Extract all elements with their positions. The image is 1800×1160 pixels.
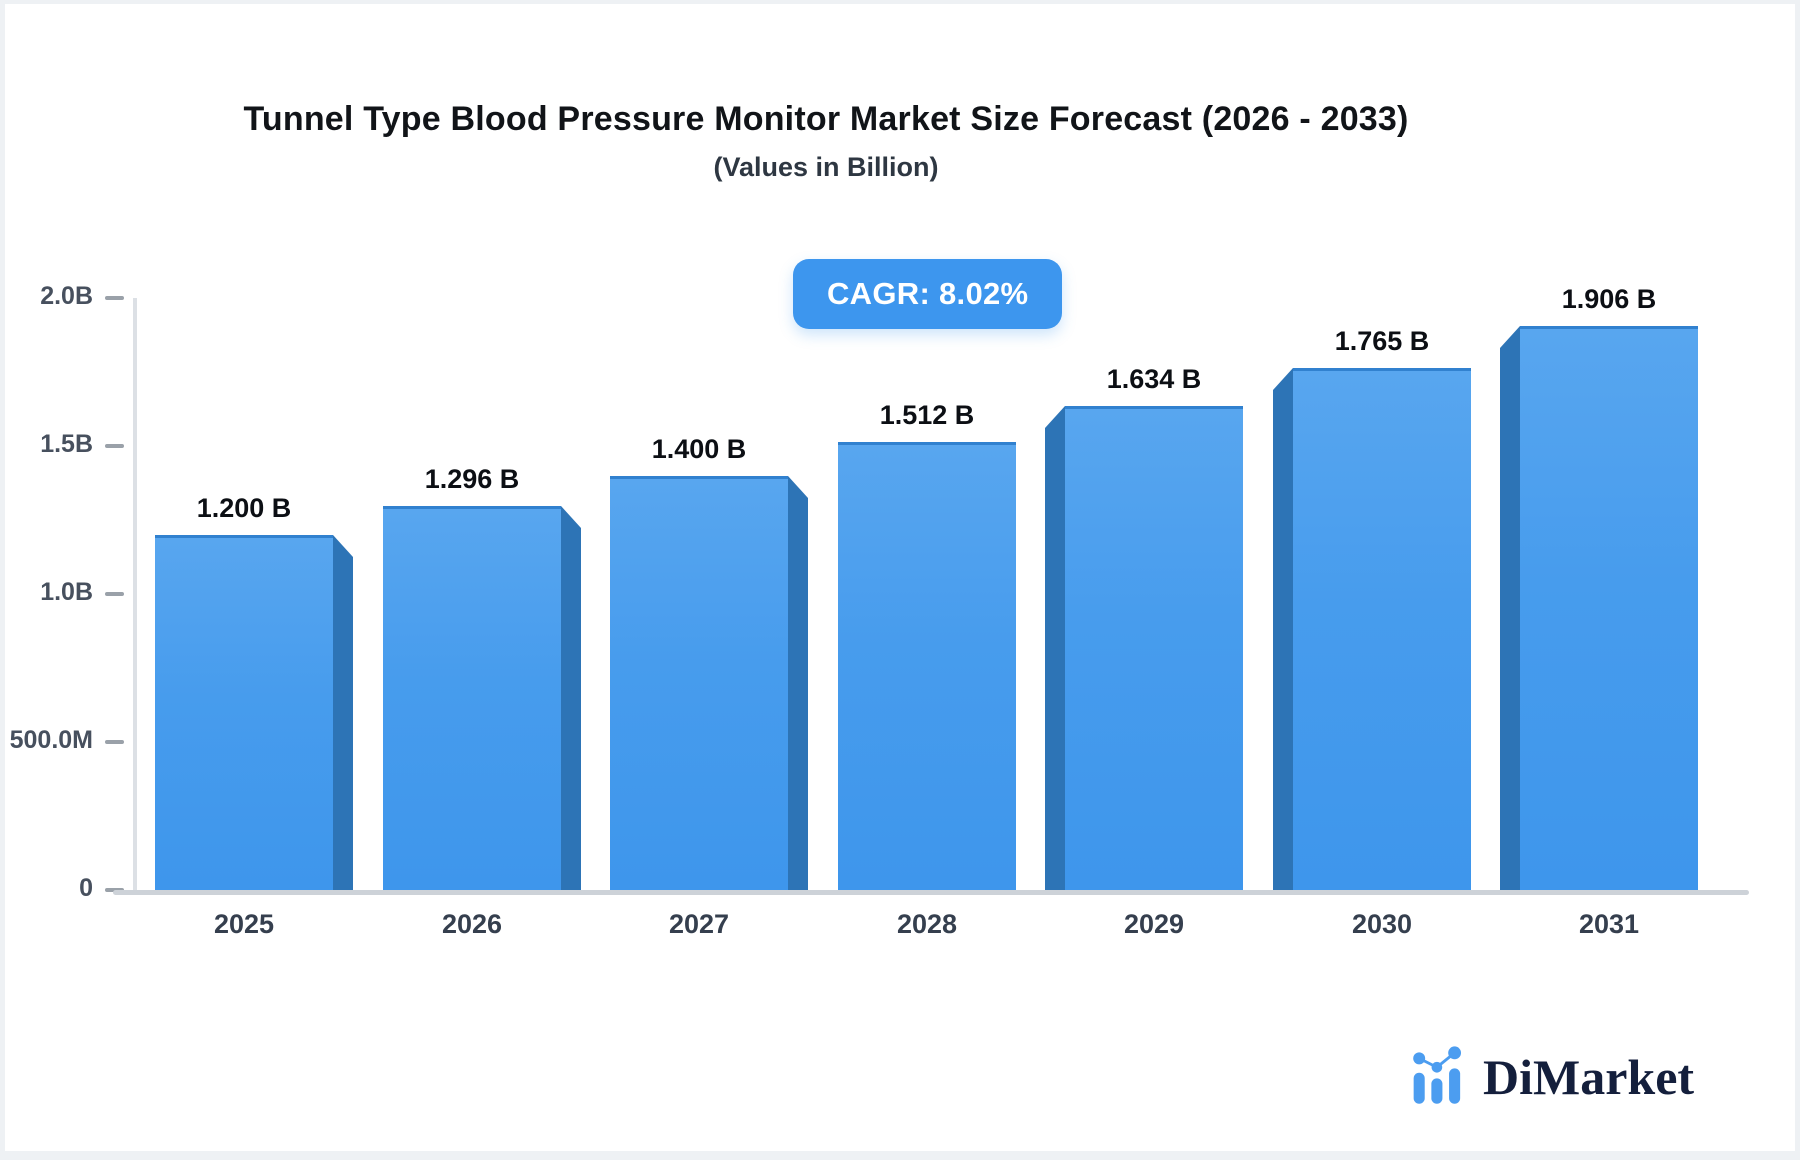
bar-side-face-2025 — [333, 535, 353, 890]
y-tick-mark — [105, 296, 124, 300]
bar-value-label-2030: 1.765 B — [1263, 324, 1501, 358]
x-tick-label-2030: 2030 — [1263, 906, 1501, 942]
y-tick-label-1.5B: 1.5B — [5, 429, 93, 459]
y-tick-label-500.0M: 500.0M — [5, 725, 93, 755]
bar-chart-logo-icon — [1407, 1044, 1469, 1106]
bar-2027 — [610, 476, 788, 890]
bar-value-label-2029: 1.634 B — [1035, 362, 1273, 396]
x-tick-label-2026: 2026 — [353, 906, 591, 942]
x-tick-label-2031: 2031 — [1490, 906, 1728, 942]
x-axis-line — [113, 890, 1749, 895]
x-tick-label-2029: 2029 — [1035, 906, 1273, 942]
bar-side-face-2026 — [561, 506, 581, 890]
bar-2026 — [383, 506, 561, 890]
y-tick-label-2.0B: 2.0B — [5, 281, 93, 311]
y-axis-line — [133, 298, 137, 890]
bar-2030 — [1293, 368, 1471, 890]
bar-value-label-2025: 1.200 B — [125, 491, 363, 525]
chart-card: Tunnel Type Blood Pressure Monitor Marke… — [5, 4, 1795, 1151]
y-tick-mark — [105, 444, 124, 448]
bar-side-face-2027 — [788, 476, 808, 890]
bar-value-label-2027: 1.400 B — [580, 432, 818, 466]
bar-value-label-2031: 1.906 B — [1490, 282, 1728, 316]
bar-2029 — [1065, 406, 1243, 890]
brand-name: DiMarket — [1483, 1048, 1694, 1106]
bar-side-face-2030 — [1273, 368, 1293, 890]
bar-2031 — [1520, 326, 1698, 890]
x-tick-label-2028: 2028 — [808, 906, 1046, 942]
bar-side-face-2029 — [1045, 406, 1065, 890]
bar-value-label-2026: 1.296 B — [353, 462, 591, 496]
bar-value-label-2028: 1.512 B — [808, 398, 1046, 432]
brand-logo: DiMarket — [1407, 1044, 1694, 1106]
y-tick-mark — [105, 740, 124, 744]
bar-2025 — [155, 535, 333, 890]
y-tick-label-0: 0 — [5, 873, 93, 903]
y-tick-mark — [105, 592, 124, 596]
x-tick-label-2025: 2025 — [125, 906, 363, 942]
y-tick-label-1.0B: 1.0B — [5, 577, 93, 607]
bar-2028 — [838, 442, 1016, 890]
x-tick-label-2027: 2027 — [580, 906, 818, 942]
bar-side-face-2031 — [1500, 326, 1520, 890]
